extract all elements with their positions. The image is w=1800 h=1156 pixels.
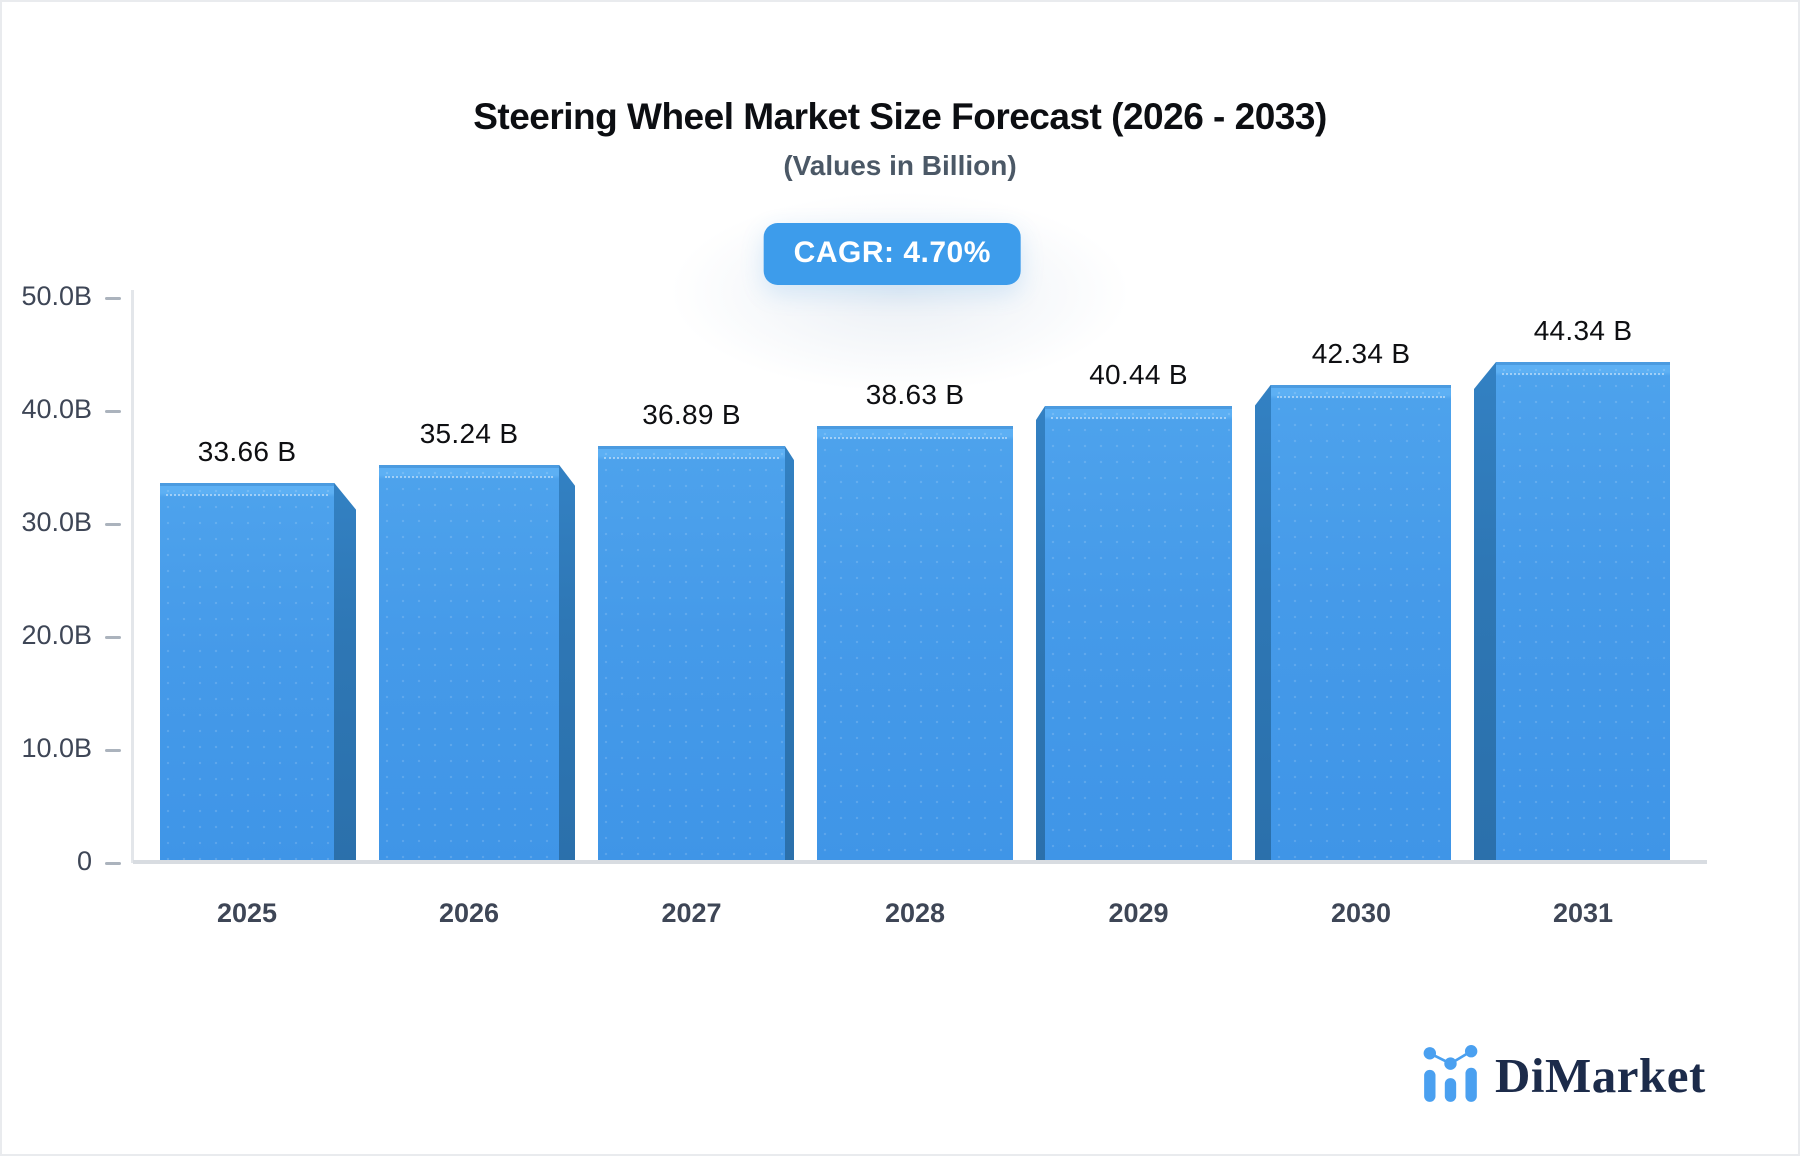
y-tick-label-30.0B: 30.0B (21, 507, 92, 537)
bar-side-face-2029 (1036, 406, 1045, 863)
bar-side-face-2026 (559, 464, 575, 863)
bar-2025 (160, 482, 356, 863)
bar-2026 (379, 464, 575, 863)
y-tick-mark (105, 296, 121, 300)
bar-body-2028 (817, 426, 1013, 863)
bar-2029 (1036, 406, 1232, 863)
y-tick-mark (105, 409, 121, 413)
x-axis-label-2026: 2026 (438, 898, 500, 928)
bar-body-2027 (598, 446, 785, 863)
brand-logo: DiMarket (1420, 1044, 1706, 1106)
bar-chart-logo-icon (1423, 1045, 1478, 1102)
bar-side-face-2030 (1255, 384, 1271, 863)
bar-body-2025 (160, 482, 334, 863)
bar-side-face-2025 (334, 482, 356, 863)
cagr-badge: CAGR: 4.70% (763, 223, 1021, 285)
bar-side-face-2031 (1474, 361, 1496, 863)
bar-body-2026 (379, 464, 559, 863)
x-axis-label-2028: 2028 (884, 898, 946, 928)
chart-subtitle: (Values in Billion) (783, 150, 1017, 181)
bar-2027 (598, 446, 794, 863)
bar-2028 (817, 426, 1013, 863)
y-tick-mark (105, 635, 121, 639)
y-tick-mark (105, 522, 121, 526)
bar-value-label-2030: 42.34 B (1311, 337, 1411, 369)
y-tick-label-50.0B: 50.0B (21, 281, 92, 311)
bar-body-2030 (1271, 384, 1451, 863)
y-axis-line (131, 290, 134, 863)
x-axis-label-2030: 2030 (1330, 898, 1392, 928)
y-tick-mark (105, 861, 121, 865)
bar-body-2029 (1045, 406, 1232, 863)
bar-value-label-2031: 44.34 B (1533, 314, 1633, 346)
x-axis-label-2025: 2025 (216, 898, 278, 928)
bar-side-face-2027 (785, 446, 794, 863)
bar-value-label-2027: 36.89 B (642, 399, 741, 431)
brand-logo-text: DiMarket (1495, 1047, 1706, 1103)
chart-title: Steering Wheel Market Size Forecast (202… (473, 96, 1327, 137)
y-tick-mark (105, 748, 121, 752)
bar-2030 (1255, 384, 1451, 863)
bar-value-label-2026: 35.24 B (419, 417, 519, 449)
x-axis-label-2027: 2027 (661, 898, 722, 928)
y-tick-label-0: 0 (76, 846, 92, 876)
bar-value-label-2025: 33.66 B (197, 435, 297, 467)
bar-value-label-2029: 40.44 B (1089, 359, 1188, 391)
x-axis-label-2031: 2031 (1552, 898, 1614, 928)
bar-2031 (1474, 361, 1670, 863)
x-axis-label-2029: 2029 (1108, 898, 1169, 928)
bar-body-2031 (1496, 361, 1670, 863)
bar-value-label-2028: 38.63 B (865, 379, 965, 411)
y-tick-label-40.0B: 40.0B (21, 394, 92, 424)
y-tick-label-10.0B: 10.0B (21, 733, 92, 763)
y-tick-label-20.0B: 20.0B (21, 620, 92, 650)
x-axis-baseline (133, 860, 1707, 864)
